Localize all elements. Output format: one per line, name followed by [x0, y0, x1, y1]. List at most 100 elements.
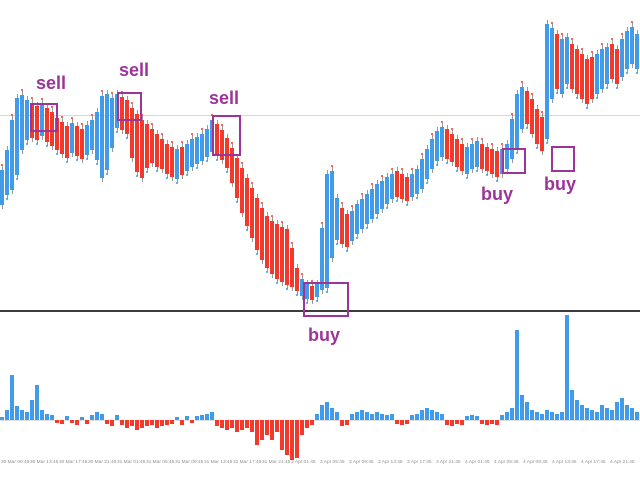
signal-dot-above [371, 183, 373, 185]
price-bar [480, 144, 484, 169]
volume-bar [570, 390, 574, 420]
price-bar [545, 24, 549, 139]
volume-bar [505, 412, 509, 420]
signal-dot-below [536, 147, 538, 149]
price-bar [530, 99, 534, 134]
price-bar [440, 127, 444, 157]
price-bar [630, 27, 634, 64]
price-bar [90, 120, 94, 150]
volume-bar [415, 414, 419, 420]
volume-bar [500, 415, 504, 420]
volume-bar [185, 416, 189, 420]
price-bar [385, 177, 389, 204]
price-bar [270, 221, 274, 274]
volume-bar [195, 416, 199, 420]
time-axis-label: 30 Mar 21:45 [88, 459, 117, 465]
volume-bar [385, 415, 389, 420]
signal-dot-below [196, 167, 198, 169]
volume-bar [410, 415, 414, 420]
volume-bar [135, 420, 139, 430]
price-bar [65, 126, 69, 158]
signal-dot-below [106, 173, 108, 175]
volume-indicator-panel[interactable] [0, 312, 640, 480]
volume-bar [315, 414, 319, 420]
price-bar [395, 171, 399, 197]
signal-dot-above [291, 242, 293, 244]
price-bar [335, 198, 339, 240]
signal-dot-above [341, 202, 343, 204]
signal-dot-above [71, 117, 73, 119]
volume-bar [565, 315, 569, 420]
signal-dot-below [586, 107, 588, 109]
price-bar [595, 54, 599, 94]
volume-bar [375, 412, 379, 420]
volume-bar [95, 412, 99, 420]
signal-dot-below [336, 243, 338, 245]
price-bar [245, 178, 249, 226]
volume-bar [395, 420, 399, 424]
price-bar [40, 104, 44, 136]
buy-label: buy [308, 325, 341, 345]
price-bar [510, 119, 514, 159]
volume-bar [150, 420, 154, 425]
price-bar [215, 124, 219, 156]
signal-dot-above [241, 162, 243, 164]
volume-bar [50, 415, 54, 420]
price-bar [320, 228, 324, 290]
price-bar [615, 49, 619, 84]
signal-dot-below [616, 87, 618, 89]
time-axis-label: 3 Apr 21:45 [436, 459, 461, 465]
price-bar [315, 284, 319, 297]
price-bar [200, 134, 204, 161]
signal-dot-above [311, 280, 313, 282]
sell-signal-box [30, 103, 58, 132]
time-axis-label: 30 Mar 09:45 [1, 459, 30, 465]
signal-dot-above [591, 51, 593, 53]
price-bar [125, 100, 129, 134]
volume-bar [25, 412, 29, 420]
price-bar [15, 98, 19, 175]
price-bar [250, 188, 254, 238]
signal-dot-above [171, 141, 173, 143]
price-bar [225, 138, 229, 168]
signal-dot-above [551, 22, 553, 24]
volume-bar [535, 412, 539, 420]
signal-dot-above [1, 164, 3, 166]
signal-dot-below [356, 237, 358, 239]
volume-bar [460, 420, 464, 425]
price-chart-panel[interactable] [0, 0, 640, 310]
price-bar [100, 96, 104, 178]
price-bar [75, 126, 79, 156]
price-bar [600, 49, 604, 89]
price-bar [195, 137, 199, 164]
signal-dot-below [6, 198, 8, 200]
price-bar [235, 158, 239, 198]
volume-bar [635, 412, 639, 420]
signal-dot-below [316, 300, 318, 302]
price-bar [295, 268, 299, 291]
volume-bar [585, 408, 589, 420]
volume-bar [425, 408, 429, 420]
signal-dot-above [11, 114, 13, 116]
signal-dot-above [201, 128, 203, 130]
volume-bar [550, 412, 554, 420]
volume-bar [270, 420, 274, 440]
price-bar [430, 139, 434, 169]
price-bar [25, 100, 29, 140]
volume-bar [620, 398, 624, 420]
volume-bar [445, 420, 449, 425]
volume-bar [485, 420, 489, 425]
volume-bar [55, 420, 59, 423]
signal-dot-below [466, 177, 468, 179]
volume-bar [325, 402, 329, 420]
volume-bar [100, 414, 104, 420]
volume-bar [60, 420, 64, 424]
volume-bar [30, 400, 34, 420]
price-bar [260, 208, 264, 260]
signal-dot-above [511, 113, 513, 115]
volume-bar [10, 375, 14, 420]
time-axis-label: 4 Apr 05:45 [494, 459, 519, 465]
signal-dot-above [111, 92, 113, 94]
price-bar [540, 117, 544, 151]
volume-bar [300, 420, 304, 435]
